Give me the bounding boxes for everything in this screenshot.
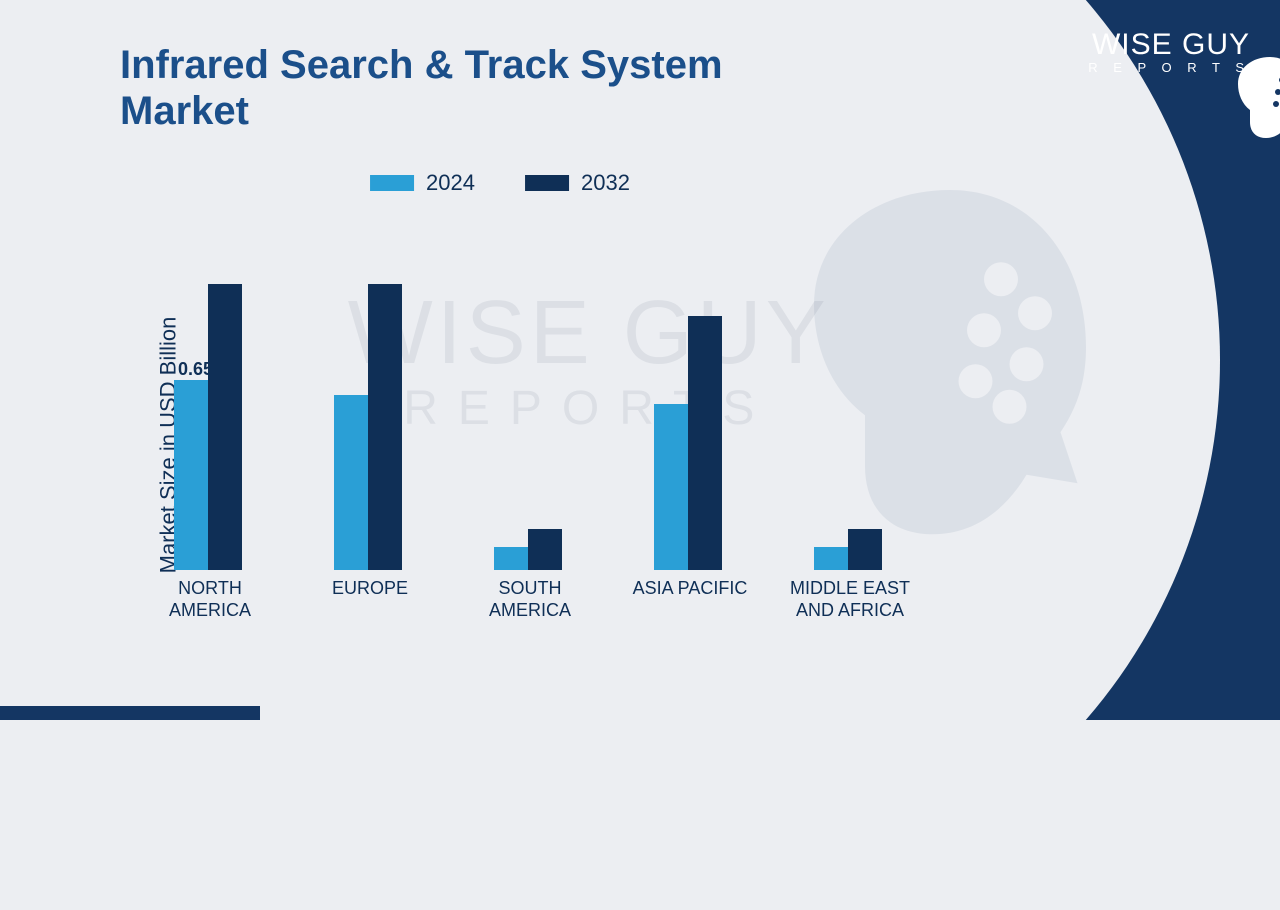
- brand-sub: R E P O R T S: [1088, 60, 1250, 75]
- bar: [334, 395, 368, 570]
- brand-name: WISE GUY: [1088, 28, 1250, 62]
- legend-label-a: 2024: [426, 170, 475, 196]
- x-axis-label: SOUTH AMERICA: [460, 578, 600, 621]
- x-axis-label: MIDDLE EAST AND AFRICA: [780, 578, 920, 621]
- legend-item-2032: 2032: [525, 170, 630, 196]
- head-icon: [1230, 52, 1280, 142]
- bottom-accent-bar: [0, 706, 260, 720]
- x-axis-label: NORTH AMERICA: [140, 578, 280, 621]
- bar: [494, 547, 528, 570]
- bar: [814, 547, 848, 570]
- bar: [368, 284, 402, 570]
- x-axis-label: ASIA PACIFIC: [620, 578, 760, 600]
- legend-swatch-b: [525, 175, 569, 191]
- x-axis-label: EUROPE: [300, 578, 440, 600]
- plot-area: 0.65NORTH AMERICAEUROPESOUTH AMERICAASIA…: [130, 220, 930, 570]
- brand-logo: WISE GUY R E P O R T S: [1088, 28, 1250, 75]
- bar: [688, 316, 722, 570]
- chart-area: 2024 2032 Market Size in USD Billion 0.6…: [60, 170, 940, 670]
- legend-swatch-a: [370, 175, 414, 191]
- chart-title: Infrared Search & Track System Market: [120, 42, 820, 134]
- legend: 2024 2032: [370, 170, 630, 196]
- bar: 0.65: [174, 380, 208, 570]
- bar: [208, 284, 242, 570]
- legend-label-b: 2032: [581, 170, 630, 196]
- bar: [848, 529, 882, 570]
- bar: [528, 529, 562, 570]
- bar: [654, 404, 688, 570]
- legend-item-2024: 2024: [370, 170, 475, 196]
